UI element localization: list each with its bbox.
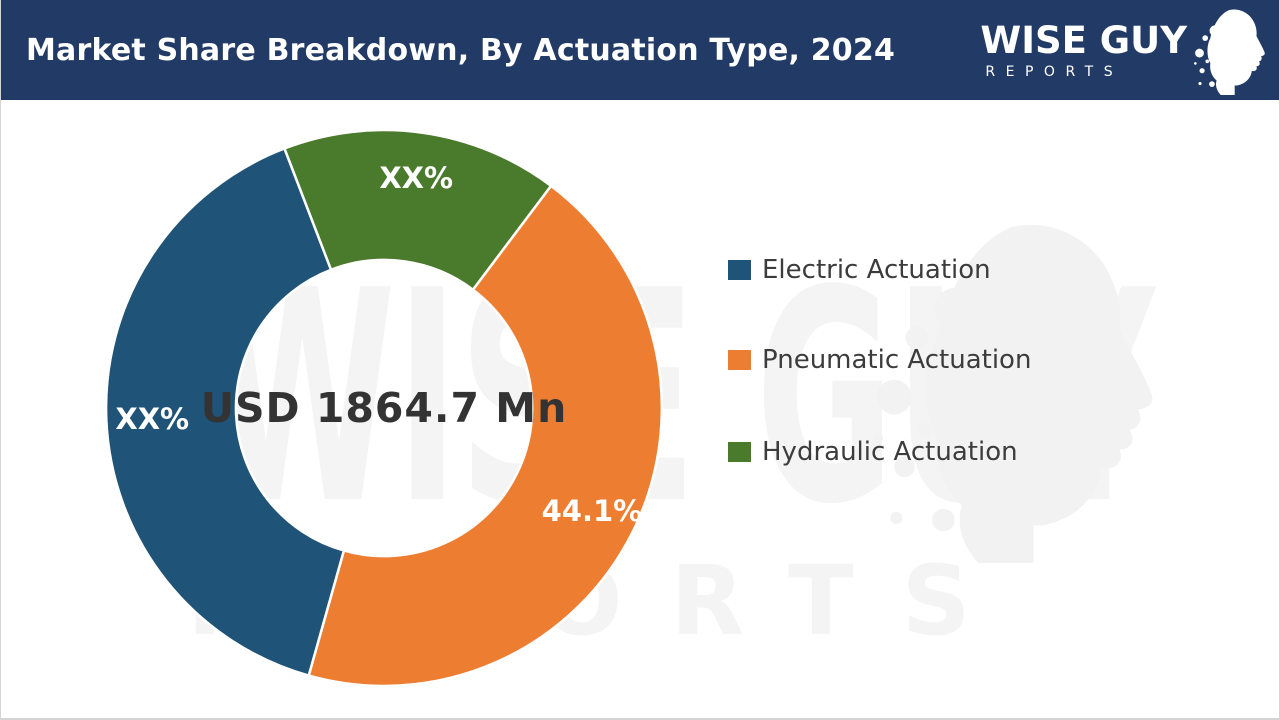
slice-label-electric: XX% — [115, 401, 190, 436]
legend-item-hydraulic: Hydraulic Actuation — [728, 437, 1018, 467]
slice-label-pneumatic: 44.1% — [541, 493, 643, 528]
legend-label-pneumatic: Pneumatic Actuation — [762, 345, 1032, 375]
legend-label-electric: Electric Actuation — [762, 255, 991, 285]
brand-logo: WISE GUY REPORTS — [980, 7, 1269, 95]
brand-wordmark: WISE GUY REPORTS — [980, 19, 1187, 80]
legend-swatch-electric — [728, 260, 751, 280]
donut-segment-pneumatic — [307, 184, 664, 688]
donut-segment-electric — [104, 146, 346, 678]
legend-swatch-hydraulic — [728, 442, 751, 462]
brand-subname: REPORTS — [985, 63, 1124, 80]
donut-segment-hydraulic — [282, 128, 553, 292]
legend-item-pneumatic: Pneumatic Actuation — [728, 345, 1031, 375]
legend-item-electric: Electric Actuation — [728, 255, 991, 285]
header-bar: Market Share Breakdown, By Actuation Typ… — [1, 0, 1279, 100]
brand-face-icon — [1189, 7, 1269, 95]
legend-label-hydraulic: Hydraulic Actuation — [762, 437, 1018, 467]
page-title: Market Share Breakdown, By Actuation Typ… — [26, 32, 896, 68]
legend-swatch-pneumatic — [728, 350, 751, 370]
slice-label-hydraulic: XX% — [379, 161, 454, 196]
donut-center-value: USD 1864.7 Mn — [200, 384, 568, 432]
brand-name: WISE GUY — [980, 19, 1187, 62]
